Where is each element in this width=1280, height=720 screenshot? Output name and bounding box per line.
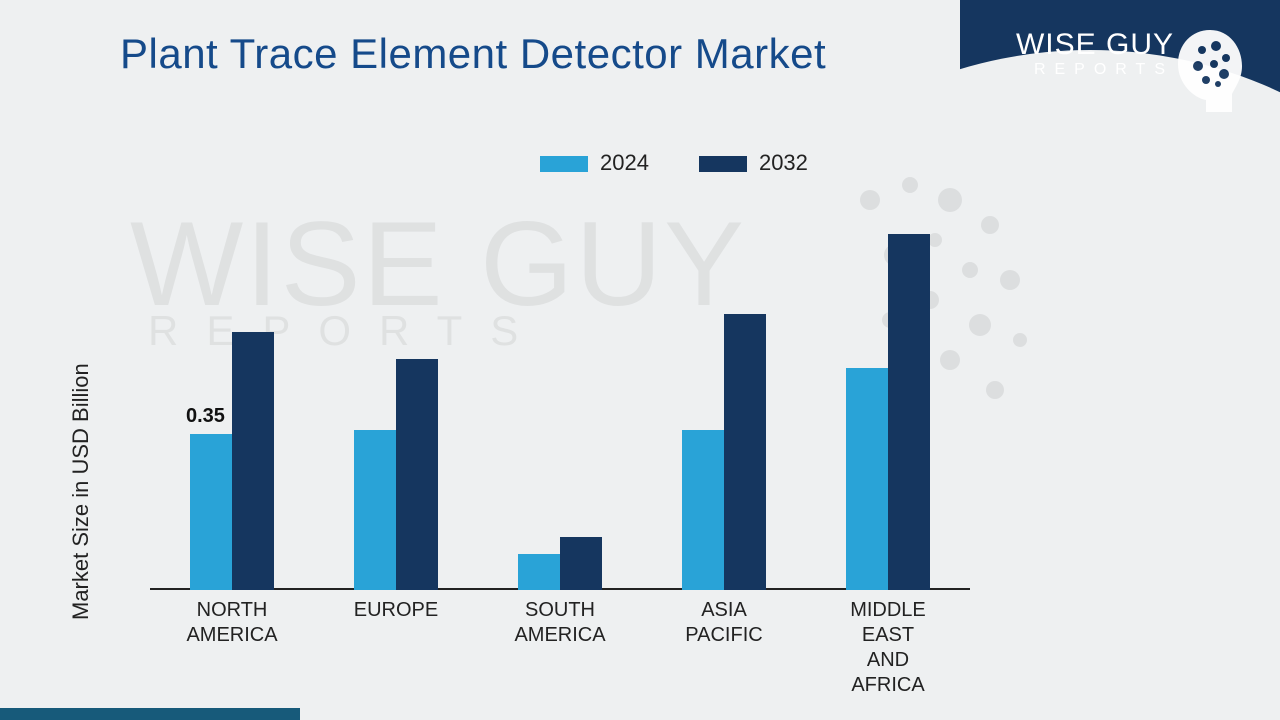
- bar-group: [682, 314, 766, 590]
- bar-2024: [846, 368, 888, 590]
- category-label: ASIAPACIFIC: [654, 598, 794, 648]
- brand-main: WISE GUY: [1016, 30, 1174, 60]
- bar-2032: [724, 314, 766, 590]
- bar-group: [846, 234, 930, 590]
- legend-swatch-2024: [540, 156, 588, 172]
- plot-area: 0.35NORTHAMERICAEUROPESOUTHAMERICAASIAPA…: [150, 190, 970, 590]
- chart-title: Plant Trace Element Detector Market: [120, 30, 826, 78]
- bar-2032: [888, 234, 930, 590]
- bar-2032: [232, 332, 274, 590]
- chart-area: Market Size in USD Billion 2024 2032 0.3…: [60, 150, 980, 710]
- legend-item-2024: 2024: [540, 150, 649, 176]
- bar-2032: [560, 537, 602, 590]
- footer-accent-bar: [0, 708, 300, 720]
- category-label: MIDDLEEASTANDAFRICA: [818, 598, 958, 698]
- legend-label-2024: 2024: [600, 150, 649, 175]
- bar-2024: [518, 554, 560, 590]
- bar-2024: [354, 430, 396, 590]
- legend-swatch-2032: [699, 156, 747, 172]
- bar-group: [518, 537, 602, 590]
- bar-2024: [190, 434, 232, 590]
- value-label: 0.35: [186, 405, 225, 428]
- legend: 2024 2032: [540, 150, 808, 176]
- bar-2024: [682, 430, 724, 590]
- category-label: SOUTHAMERICA: [490, 598, 630, 648]
- page: WISE GUY REPORTS Plant Trace Element Det…: [0, 0, 1280, 720]
- legend-item-2032: 2032: [699, 150, 808, 176]
- category-label: NORTHAMERICA: [162, 598, 302, 648]
- legend-label-2032: 2032: [759, 150, 808, 175]
- bar-group: [354, 359, 438, 590]
- bar-group: [190, 332, 274, 590]
- bar-2032: [396, 359, 438, 590]
- category-label: EUROPE: [326, 598, 466, 623]
- brand-sub: REPORTS: [1016, 62, 1174, 78]
- y-axis-label: Market Size in USD Billion: [68, 363, 94, 620]
- brand-logo: WISE GUY REPORTS: [1016, 18, 1256, 78]
